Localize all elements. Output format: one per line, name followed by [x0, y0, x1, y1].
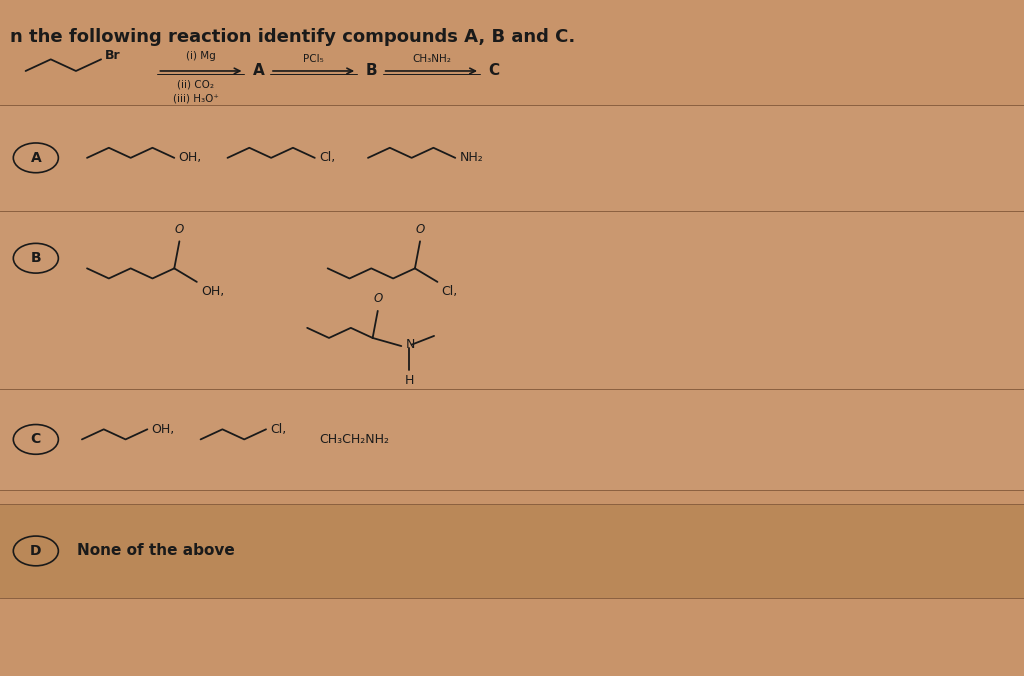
- Text: NH₂: NH₂: [460, 151, 483, 164]
- Text: B: B: [31, 251, 41, 265]
- Text: O: O: [416, 223, 425, 236]
- Text: H: H: [404, 375, 414, 387]
- Text: C: C: [488, 64, 500, 78]
- Text: D: D: [30, 544, 42, 558]
- Text: N: N: [406, 338, 415, 352]
- FancyBboxPatch shape: [0, 211, 1024, 389]
- Text: OH,: OH,: [178, 151, 202, 164]
- Text: n the following reaction identify compounds A, B and C.: n the following reaction identify compou…: [10, 28, 575, 46]
- FancyBboxPatch shape: [0, 389, 1024, 490]
- Text: (i) Mg: (i) Mg: [186, 51, 216, 61]
- Text: None of the above: None of the above: [77, 544, 234, 558]
- Text: CH₃NH₂: CH₃NH₂: [412, 54, 451, 64]
- Text: A: A: [253, 64, 264, 78]
- Text: O: O: [373, 293, 382, 306]
- FancyBboxPatch shape: [0, 105, 1024, 211]
- Text: PCl₅: PCl₅: [303, 54, 324, 64]
- Text: Cl,: Cl,: [441, 285, 458, 298]
- Text: A: A: [31, 151, 41, 165]
- Text: Cl,: Cl,: [270, 422, 287, 436]
- Text: C: C: [31, 433, 41, 446]
- Text: (iii) H₃O⁺: (iii) H₃O⁺: [173, 93, 219, 103]
- Text: B: B: [366, 64, 377, 78]
- Text: OH,: OH,: [201, 285, 224, 298]
- Text: OH,: OH,: [152, 422, 175, 436]
- Text: CH₃CH₂NH₂: CH₃CH₂NH₂: [319, 433, 389, 446]
- Text: (ii) CO₂: (ii) CO₂: [177, 80, 214, 89]
- FancyBboxPatch shape: [0, 504, 1024, 598]
- Text: Cl,: Cl,: [318, 151, 335, 164]
- Text: Br: Br: [105, 49, 121, 62]
- Text: O: O: [175, 223, 184, 236]
